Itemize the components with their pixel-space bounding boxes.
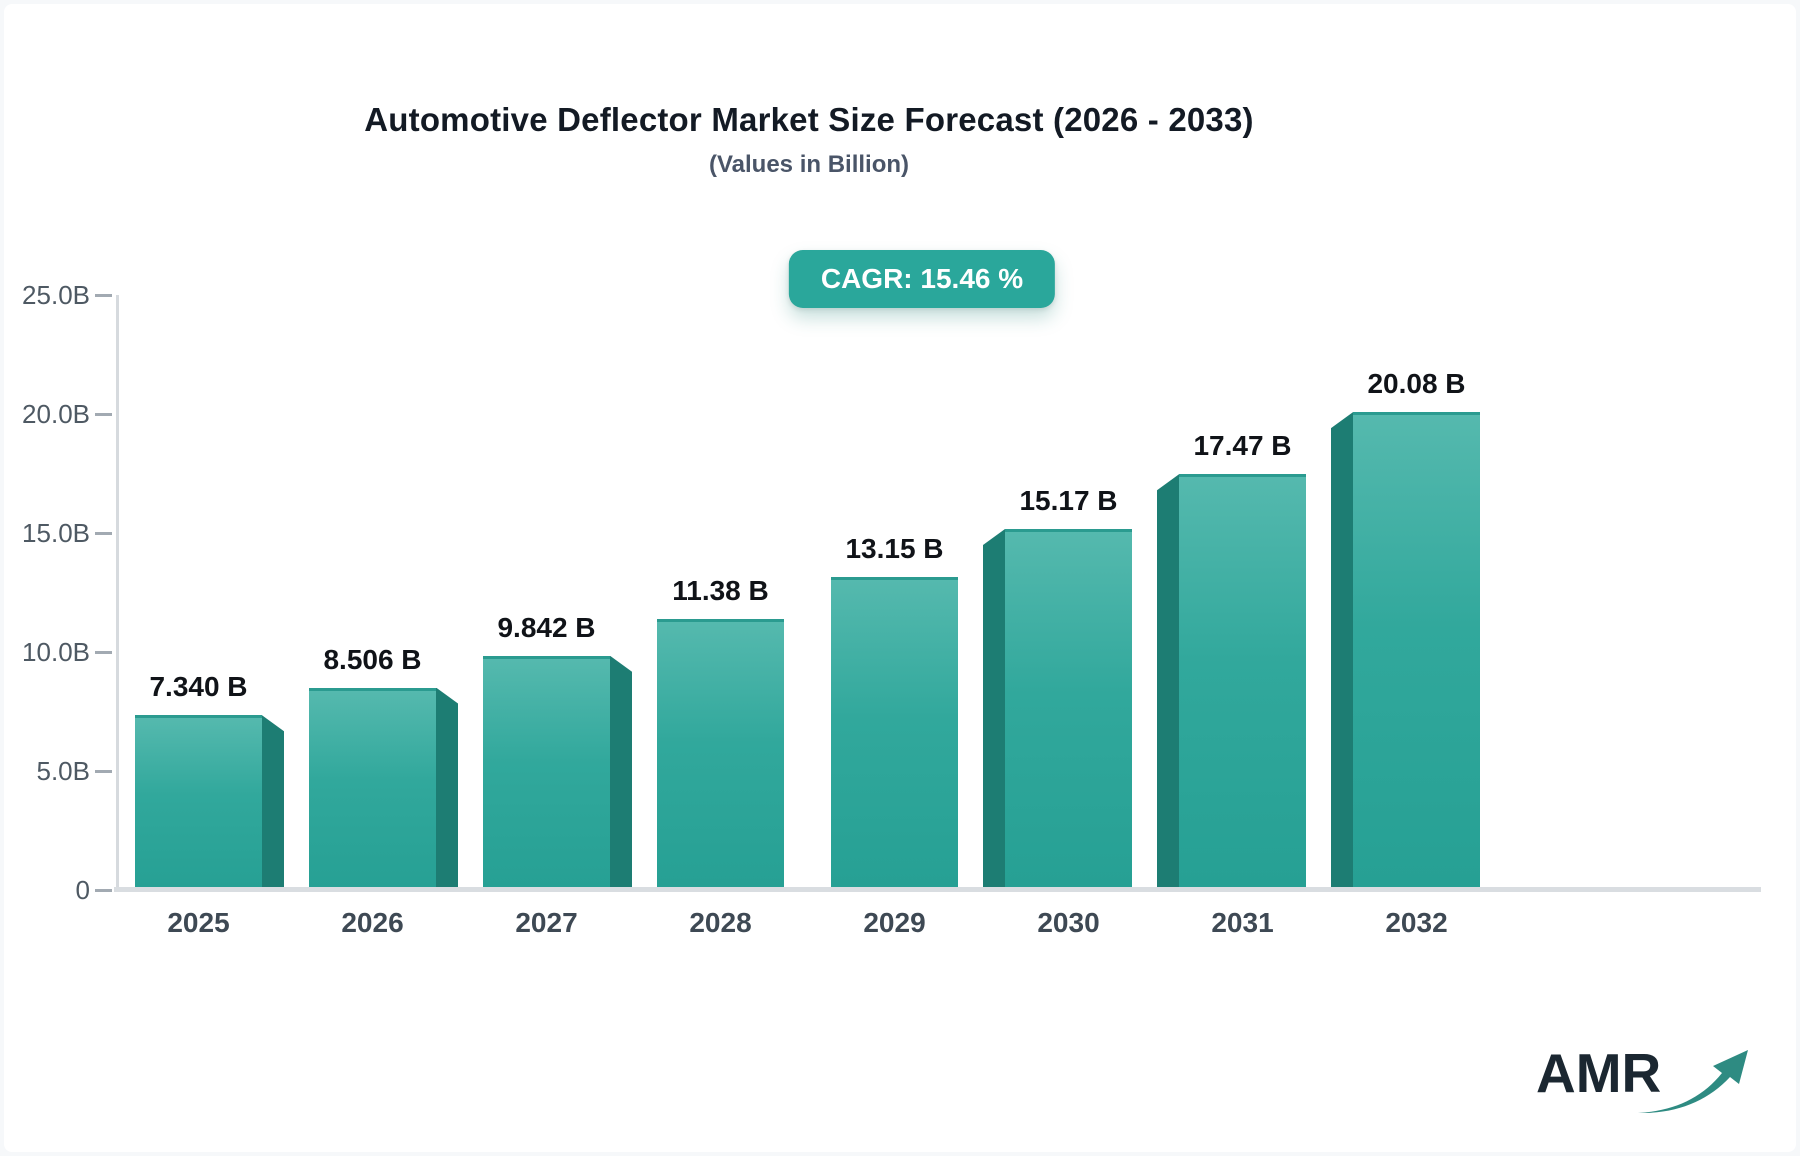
y-tick-label: 25.0B [22, 280, 90, 310]
bar-2026-side-face [436, 687, 458, 890]
x-tick-label: 2032 [1385, 907, 1448, 938]
y-tick-mark [95, 293, 112, 297]
y-tick-label: 15.0B [22, 518, 90, 548]
bar-2027 [483, 655, 610, 890]
bar-value-label: 13.15 B [845, 533, 944, 565]
bar-2025-side-face [262, 715, 284, 890]
y-tick-mark [95, 769, 112, 773]
x-tick-label: 2027 [515, 907, 578, 938]
y-tick-mark [95, 531, 112, 535]
bar-2027-side-face [610, 655, 632, 890]
bar-2031-side-face [1157, 474, 1179, 890]
bar-value-label: 20.08 B [1367, 368, 1466, 400]
y-tick-mark [95, 412, 112, 416]
chart-card: Automotive Deflector Market Size Forecas… [4, 4, 1796, 1152]
y-tick-label: 0 [75, 875, 90, 905]
x-tick-label: 2031 [1211, 907, 1274, 938]
bar-2029 [831, 577, 958, 890]
x-tick-label: 2030 [1037, 907, 1100, 938]
y-axis-line [116, 295, 119, 890]
y-tick-label: 5.0B [36, 756, 91, 786]
bar-2030-side-face [983, 528, 1005, 890]
amr-logo: AMR [1536, 1041, 1748, 1121]
bar-2032 [1353, 412, 1480, 890]
x-axis-line [114, 887, 1761, 892]
bar-2031 [1179, 474, 1306, 890]
bar-2025 [135, 715, 262, 890]
x-tick-label: 2025 [167, 907, 230, 938]
bar-2028 [657, 619, 784, 890]
x-tick-label: 2028 [689, 907, 752, 938]
y-tick-mark [95, 888, 112, 892]
y-tick-label: 20.0B [22, 399, 90, 429]
chart-title: Automotive Deflector Market Size Forecas… [364, 101, 1254, 138]
bar-value-label: 15.17 B [1019, 484, 1118, 516]
bar-2032-side-face [1331, 412, 1353, 890]
x-tick-label: 2026 [341, 907, 404, 938]
y-tick-label: 10.0B [22, 637, 90, 667]
growth-arrow-icon [1638, 1050, 1748, 1114]
bar-value-label: 17.47 B [1193, 430, 1292, 462]
y-tick-mark [95, 650, 112, 654]
bar-value-label: 9.842 B [497, 611, 596, 643]
bar-value-label: 8.506 B [323, 643, 422, 675]
bar-value-label: 7.340 B [149, 671, 248, 703]
bar-2026 [309, 687, 436, 890]
chart-subtitle: (Values in Billion) [708, 151, 910, 178]
bar-value-label: 11.38 B [672, 575, 769, 607]
cagr-badge: CAGR: 15.46 % [788, 250, 1056, 308]
x-tick-label: 2029 [863, 907, 926, 938]
bar-2030 [1005, 528, 1132, 890]
amr-logo-text: AMR [1536, 1042, 1662, 1104]
